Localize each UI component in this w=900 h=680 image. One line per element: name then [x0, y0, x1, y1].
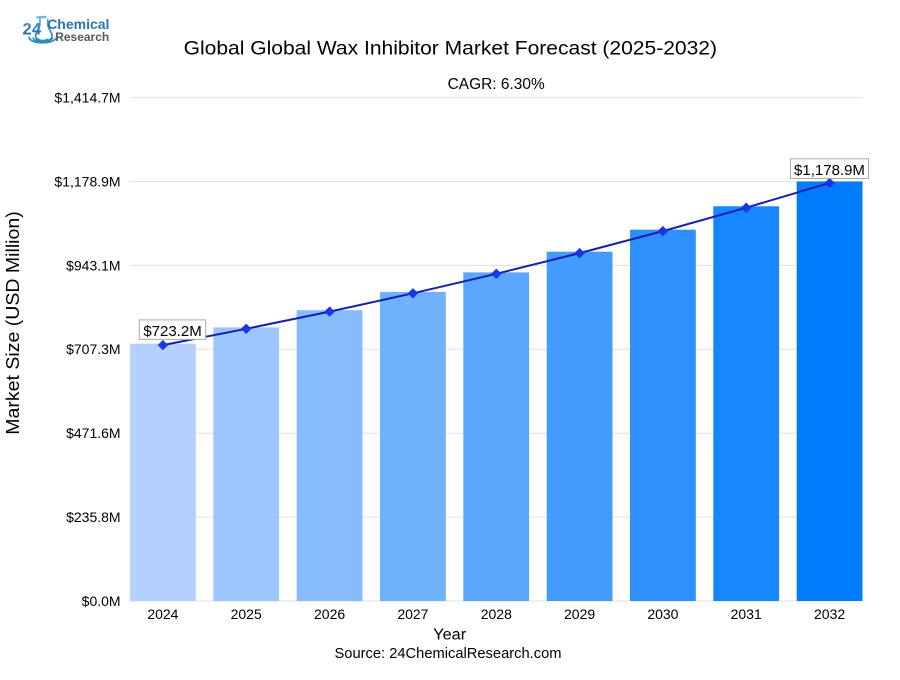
svg-text:2027: 2027 [397, 606, 428, 622]
svg-text:Source: 24ChemicalResearch.com: Source: 24ChemicalResearch.com [335, 646, 562, 662]
svg-text:Market Size (USD Million): Market Size (USD Million) [2, 211, 23, 435]
svg-text:2025: 2025 [231, 606, 262, 622]
svg-text:2026: 2026 [314, 606, 345, 622]
svg-text:Global Global Wax Inhibitor Ma: Global Global Wax Inhibitor Market Forec… [184, 37, 717, 59]
svg-text:2024: 2024 [147, 606, 178, 622]
svg-text:$943.1M: $943.1M [66, 257, 120, 273]
svg-text:2031: 2031 [731, 606, 762, 622]
svg-text:24: 24 [23, 21, 42, 39]
svg-text:$471.6M: $471.6M [66, 425, 120, 441]
svg-text:Research: Research [55, 30, 109, 44]
svg-text:Chemical: Chemical [47, 16, 109, 32]
svg-text:$1,178.9M: $1,178.9M [794, 162, 865, 179]
svg-text:2028: 2028 [481, 606, 512, 622]
svg-text:$707.3M: $707.3M [66, 341, 120, 357]
svg-text:2032: 2032 [814, 606, 845, 622]
svg-text:2029: 2029 [564, 606, 595, 622]
svg-text:$235.8M: $235.8M [66, 509, 120, 525]
svg-text:$723.2M: $723.2M [143, 323, 201, 340]
svg-text:$1,178.9M: $1,178.9M [54, 173, 120, 189]
svg-text:$0.0M: $0.0M [82, 593, 121, 609]
svg-text:Year: Year [433, 626, 466, 643]
svg-text:$1,414.7M: $1,414.7M [54, 90, 120, 106]
svg-text:2030: 2030 [647, 606, 678, 622]
svg-text:CAGR: 6.30%: CAGR: 6.30% [448, 76, 545, 93]
